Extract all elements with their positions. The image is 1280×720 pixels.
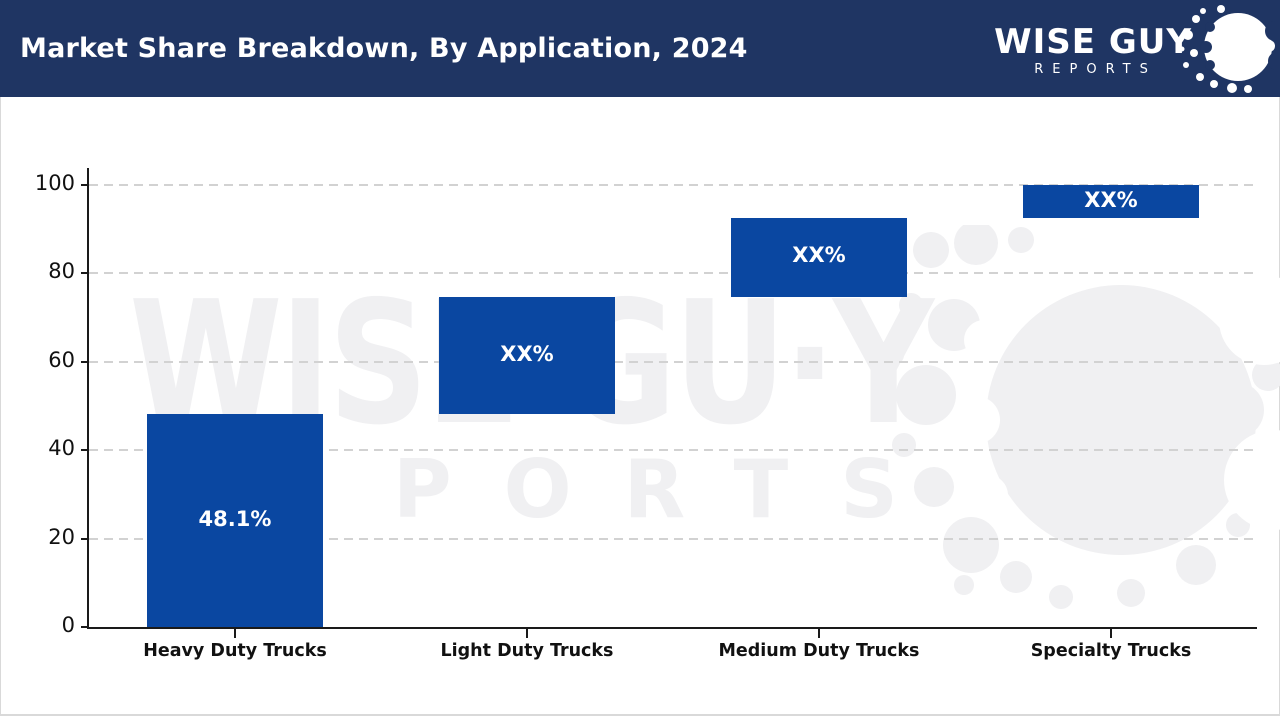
gridline xyxy=(89,184,1257,186)
x-axis-line xyxy=(87,627,1257,629)
gridline xyxy=(89,537,1257,540)
watermark-face xyxy=(884,225,1280,609)
y-tick-mark xyxy=(81,360,89,363)
header: Market Share Breakdown, By Application, … xyxy=(0,0,1280,97)
logo-subtext: REPORTS xyxy=(1034,61,1157,77)
bar-light-duty-trucks xyxy=(439,296,615,415)
x-tick-label-heavy-duty-trucks: Heavy Duty Trucks xyxy=(143,641,327,661)
logo-wordmark: WISE GUY xyxy=(994,22,1192,63)
y-tick-mark xyxy=(81,272,89,275)
y-tick-label: 40 xyxy=(48,436,75,461)
bar-specialty-trucks xyxy=(1023,185,1199,219)
gridline xyxy=(89,449,1257,452)
y-tick-label: 100 xyxy=(34,171,75,195)
chart-title: Market Share Breakdown, By Application, … xyxy=(20,33,748,64)
gridline xyxy=(89,360,1257,363)
x-tick-label-light-duty-trucks: Light Duty Trucks xyxy=(440,641,614,661)
y-tick-mark xyxy=(81,184,89,186)
logo-text: WISE GUY REPORTS xyxy=(994,22,1192,77)
x-tick-label-specialty-trucks: Specialty Trucks xyxy=(1030,641,1192,661)
x-tick-mark xyxy=(526,629,528,638)
y-tick-mark xyxy=(81,537,89,540)
gridline xyxy=(89,272,1257,275)
bar-label-specialty-trucks: XX% xyxy=(1084,187,1138,212)
y-tick-mark xyxy=(81,449,89,452)
bar-label-light-duty-trucks: XX% xyxy=(500,341,554,366)
y-tick-label: 60 xyxy=(48,347,75,372)
logo-face-icon xyxy=(1179,5,1276,93)
bar-label-heavy-duty-trucks: 48.1% xyxy=(198,506,272,531)
x-tick-mark xyxy=(818,629,820,638)
x-tick-label-medium-duty-trucks: Medium Duty Trucks xyxy=(718,641,920,661)
watermark-subtext: PORTS xyxy=(393,443,950,536)
wiseguy-logo: WISE GUY REPORTS xyxy=(994,4,1276,94)
waterfall-chart: 0 20 40 60 80 100 48.1% Heavy Duty Trucks XX% Lig… xyxy=(1,97,1279,714)
x-tick-mark xyxy=(1110,629,1112,638)
bar-label-medium-duty-trucks: XX% xyxy=(792,243,846,268)
y-tick-label: 20 xyxy=(48,524,75,549)
y-axis-line xyxy=(87,168,89,629)
bar-medium-duty-trucks xyxy=(731,218,907,297)
y-tick-label: 0 xyxy=(61,613,75,637)
x-tick-mark xyxy=(234,629,236,638)
y-tick-mark xyxy=(81,626,89,628)
y-tick-label: 80 xyxy=(48,259,75,284)
chart-canvas: WISE GU·Y PORTS xyxy=(0,97,1280,716)
bar-heavy-duty-trucks xyxy=(147,414,323,627)
